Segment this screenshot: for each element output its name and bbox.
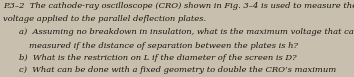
Text: voltage applied to the parallel deflection plates.: voltage applied to the parallel deflecti… (3, 15, 206, 23)
Text: measured if the distance of separation between the plates is h?: measured if the distance of separation b… (29, 42, 298, 50)
Text: a)  Assuming no breakdown in insulation, what is the maximum voltage that can be: a) Assuming no breakdown in insulation, … (19, 28, 354, 36)
Text: b)  What is the restriction on L if the diameter of the screen is D?: b) What is the restriction on L if the d… (19, 54, 297, 62)
Text: P.3–2  The cathode-ray oscilloscope (CRO) shown in Fig. 3–4 is used to measure t: P.3–2 The cathode-ray oscilloscope (CRO)… (3, 2, 354, 10)
Text: c)  What can be done with a fixed geometry to double the CRO’s maximum: c) What can be done with a fixed geometr… (19, 66, 337, 74)
